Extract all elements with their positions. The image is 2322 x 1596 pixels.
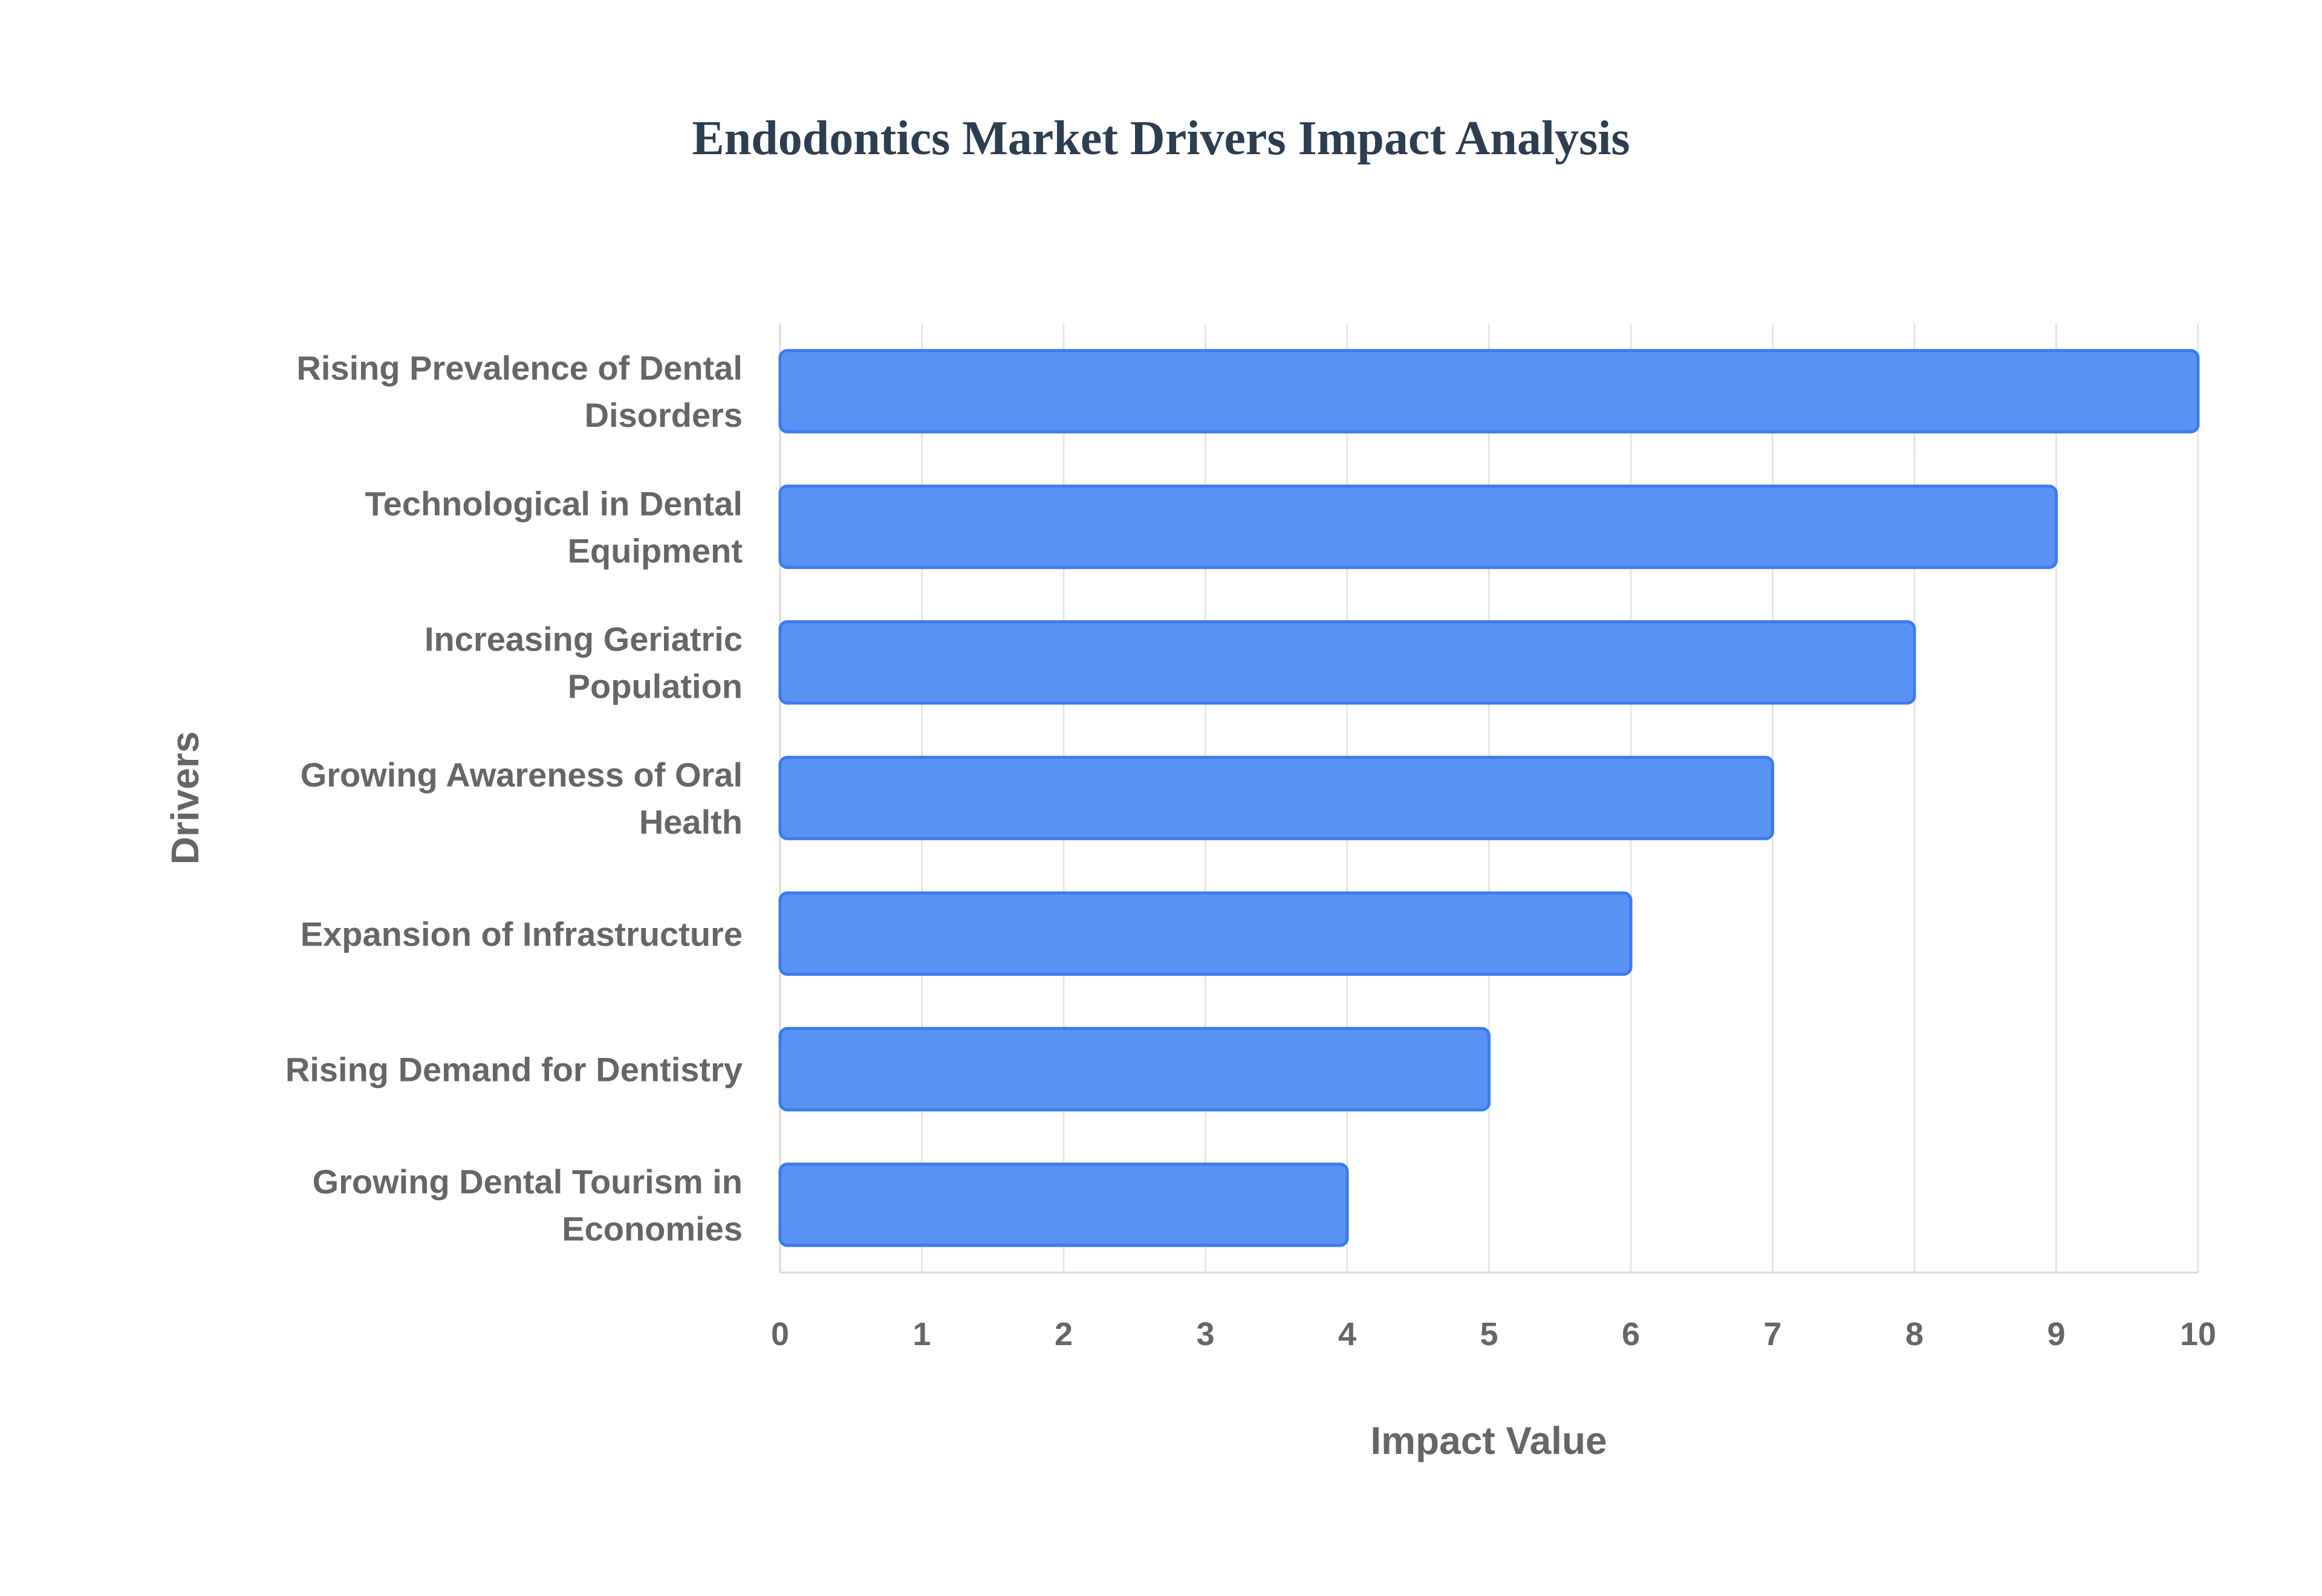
bar bbox=[778, 484, 2058, 569]
x-tick-label: 1 bbox=[912, 1316, 931, 1352]
category-label-line: Increasing Geriatric bbox=[424, 620, 743, 658]
category-label-line: Disorders bbox=[585, 396, 743, 434]
bar bbox=[778, 756, 1774, 840]
labels: 0 1 2 3 4 5 6 7 8 9 10 Rising Prevalence of Dental D… bbox=[285, 349, 2216, 1352]
category-label-line: Rising Demand for Dentistry bbox=[285, 1051, 743, 1089]
category-label-line: Expansion of Infrastructure bbox=[301, 915, 743, 953]
x-tick-label: 10 bbox=[2180, 1316, 2216, 1352]
category-label: Rising Demand for Dentistry bbox=[285, 1051, 743, 1089]
category-label-line: Health bbox=[639, 803, 743, 841]
bar bbox=[778, 1027, 1491, 1112]
category-label-line: Growing Awareness of Oral bbox=[301, 756, 743, 794]
x-tick-label: 8 bbox=[1905, 1316, 1924, 1352]
category-label: Increasing Geriatric Population bbox=[424, 620, 743, 706]
category-label-line: Technological in Dental bbox=[365, 484, 743, 522]
x-tick-label: 4 bbox=[1338, 1316, 1356, 1352]
category-label-line: Rising Prevalence of Dental bbox=[296, 349, 743, 387]
x-tick-label: 9 bbox=[2047, 1316, 2065, 1352]
category-label-line: Growing Dental Tourism in bbox=[313, 1163, 743, 1201]
x-tick-label: 3 bbox=[1196, 1316, 1214, 1352]
category-label-line: Equipment bbox=[568, 531, 743, 569]
category-label: Growing Dental Tourism in Economies bbox=[313, 1163, 743, 1248]
bar bbox=[778, 891, 1633, 976]
x-tick-label: 7 bbox=[1763, 1316, 1781, 1352]
chart-title: Endodontics Market Drivers Impact Analys… bbox=[692, 112, 1630, 165]
x-tick-label: 5 bbox=[1480, 1316, 1498, 1352]
category-label: Growing Awareness of Oral Health bbox=[301, 756, 743, 841]
category-label-line: Population bbox=[568, 667, 743, 706]
category-label: Technological in Dental Equipment bbox=[365, 484, 743, 569]
category-label: Expansion of Infrastructure bbox=[301, 915, 743, 953]
category-label: Rising Prevalence of Dental Disorders bbox=[296, 349, 743, 434]
x-tick-label: 6 bbox=[1622, 1316, 1640, 1352]
x-axis-title: Impact Value bbox=[1370, 1419, 1607, 1462]
x-tick-label: 2 bbox=[1055, 1316, 1073, 1352]
category-label-line: Economies bbox=[562, 1210, 743, 1248]
bar bbox=[778, 620, 1916, 705]
bars bbox=[778, 349, 2200, 1247]
y-axis-title: Drivers bbox=[163, 731, 207, 865]
bar bbox=[778, 1163, 1349, 1247]
x-tick-label: 0 bbox=[771, 1316, 789, 1352]
bar bbox=[778, 349, 2200, 433]
